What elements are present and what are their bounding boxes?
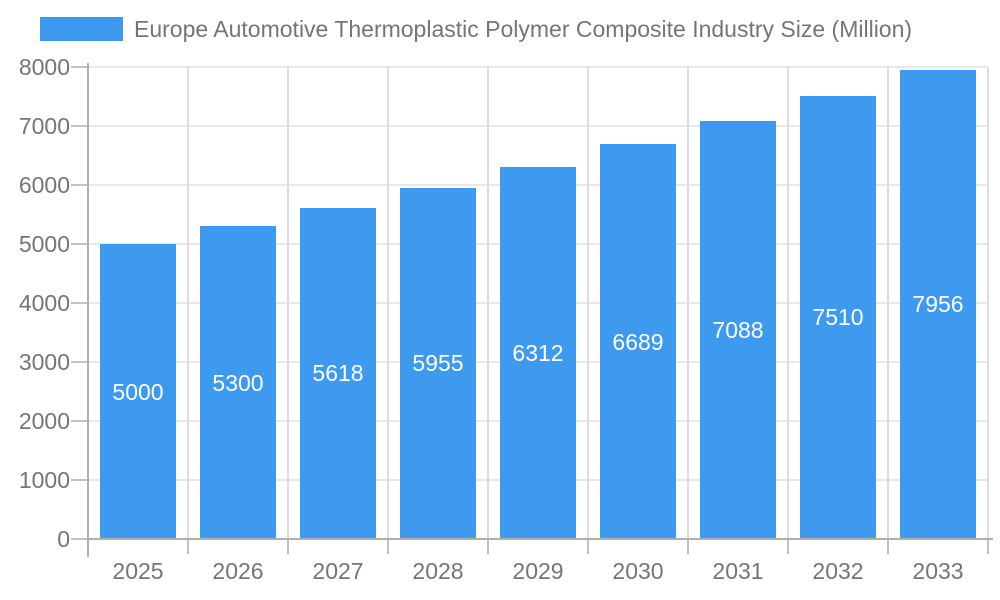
x-gridline bbox=[987, 67, 989, 539]
bar-value-label: 6689 bbox=[612, 328, 664, 355]
x-gridline bbox=[887, 67, 889, 539]
x-axis-label: 2027 bbox=[312, 558, 364, 584]
y-tick bbox=[71, 302, 88, 304]
y-gridline bbox=[88, 66, 988, 68]
x-gridline bbox=[787, 67, 789, 539]
x-tick bbox=[187, 539, 189, 554]
y-tick bbox=[71, 66, 88, 68]
bar-value-label: 7088 bbox=[712, 316, 764, 343]
x-tick bbox=[687, 539, 689, 554]
legend: Europe Automotive Thermoplastic Polymer … bbox=[40, 15, 912, 43]
x-gridline bbox=[687, 67, 689, 539]
y-tick bbox=[71, 420, 88, 422]
bar-2030[interactable] bbox=[600, 144, 676, 539]
x-tick bbox=[487, 539, 489, 554]
chart-title: Europe Automotive Thermoplastic Polymer … bbox=[134, 15, 913, 42]
y-axis-label: 8000 bbox=[18, 54, 70, 80]
x-axis-label: 2028 bbox=[412, 558, 464, 584]
bar-2031[interactable] bbox=[700, 120, 776, 539]
y-axis-label: 7000 bbox=[18, 113, 70, 139]
bar-value-label: 6312 bbox=[512, 339, 564, 366]
y-tick bbox=[71, 479, 88, 481]
y-axis-label: 6000 bbox=[18, 172, 70, 198]
y-axis-line bbox=[87, 63, 89, 557]
y-tick bbox=[71, 125, 88, 127]
bar-value-label: 5300 bbox=[212, 369, 264, 396]
x-axis-label: 2025 bbox=[112, 558, 164, 584]
x-gridline bbox=[187, 67, 189, 539]
y-axis-label: 5000 bbox=[18, 231, 70, 257]
x-tick bbox=[587, 539, 589, 554]
legend-swatch bbox=[40, 17, 123, 41]
y-gridline bbox=[88, 125, 988, 127]
bar-value-label: 5955 bbox=[412, 350, 464, 377]
bar-value-label: 5000 bbox=[112, 378, 164, 405]
bar-2028[interactable] bbox=[400, 187, 476, 539]
y-tick bbox=[71, 538, 88, 540]
x-gridline bbox=[387, 67, 389, 539]
y-axis-label: 4000 bbox=[18, 290, 70, 316]
bar-2027[interactable] bbox=[300, 207, 376, 539]
bar-value-label: 7956 bbox=[912, 291, 964, 318]
bar-value-label: 5618 bbox=[312, 360, 364, 387]
x-tick bbox=[887, 539, 889, 554]
y-axis-label: 2000 bbox=[18, 408, 70, 434]
x-tick bbox=[787, 539, 789, 554]
x-axis-label: 2032 bbox=[812, 558, 864, 584]
x-axis-label: 2031 bbox=[712, 558, 764, 584]
x-tick bbox=[287, 539, 289, 554]
x-tick bbox=[987, 539, 989, 554]
x-axis-label: 2030 bbox=[612, 558, 664, 584]
x-gridline bbox=[287, 67, 289, 539]
bar-value-label: 7510 bbox=[812, 304, 864, 331]
x-axis-label: 2026 bbox=[212, 558, 264, 584]
bar-2026[interactable] bbox=[200, 226, 276, 539]
x-tick bbox=[387, 539, 389, 554]
y-axis-label: 3000 bbox=[18, 349, 70, 375]
x-axis-line bbox=[87, 538, 993, 540]
y-tick bbox=[71, 243, 88, 245]
x-gridline bbox=[587, 67, 589, 539]
x-gridline bbox=[487, 67, 489, 539]
x-axis-label: 2029 bbox=[512, 558, 564, 584]
bar-2033[interactable] bbox=[900, 69, 976, 539]
bar-2029[interactable] bbox=[500, 166, 576, 539]
y-tick bbox=[71, 184, 88, 186]
y-axis-label: 1000 bbox=[18, 467, 70, 493]
x-axis-label: 2033 bbox=[912, 558, 964, 584]
y-tick bbox=[71, 361, 88, 363]
bar-2025[interactable] bbox=[100, 244, 176, 539]
y-axis-label: 0 bbox=[57, 526, 70, 552]
bar-2032[interactable] bbox=[800, 95, 876, 539]
